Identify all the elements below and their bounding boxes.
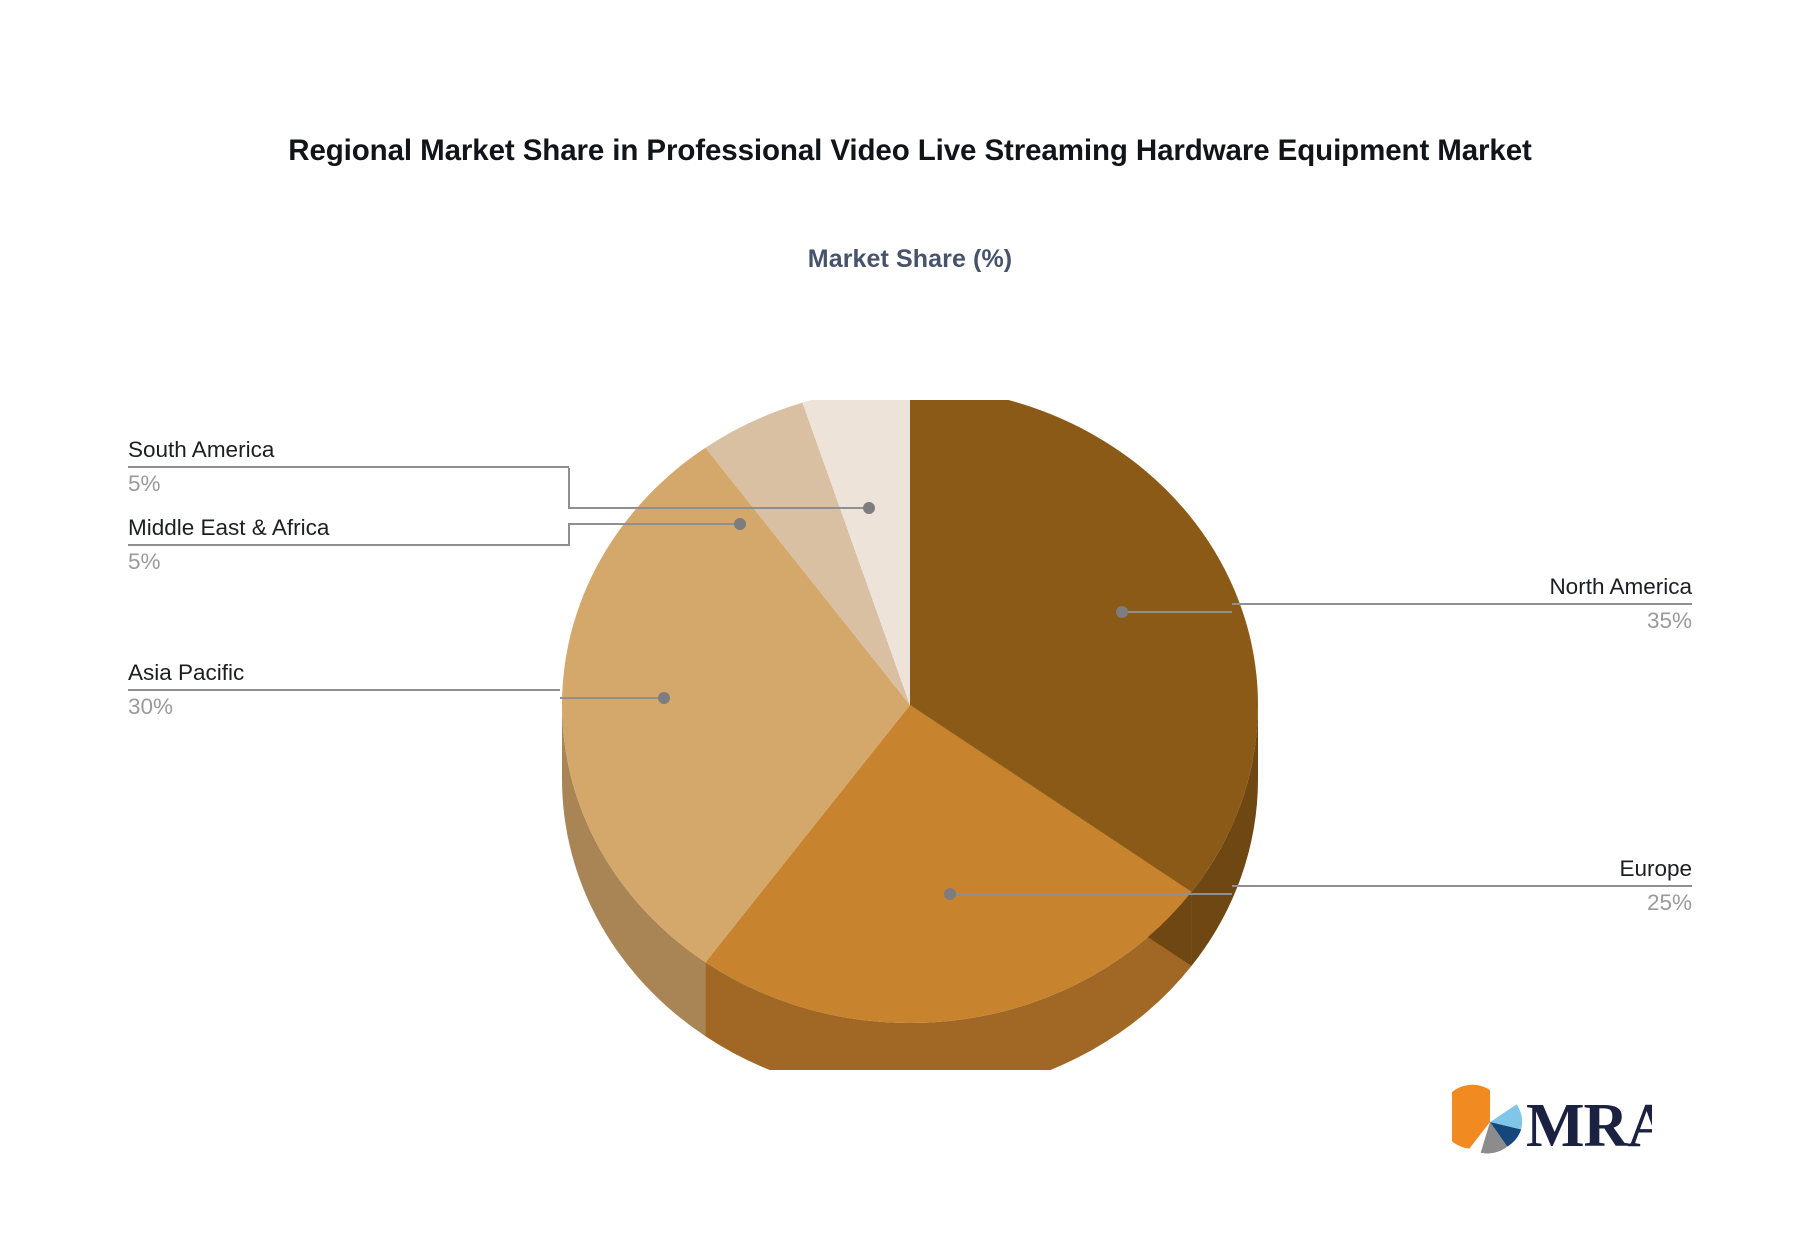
- mra-logo-wordmark: MRA: [1526, 1092, 1652, 1160]
- callout-value-north-america: 35%: [1646, 608, 1692, 634]
- callout-rule-asia-pacific: [128, 689, 560, 692]
- pie-top-face: [562, 400, 1258, 1023]
- callout-middle-east-africa: Middle East & Africa 5%: [128, 515, 569, 576]
- mra-logo-svg: MRA: [1440, 1084, 1673, 1160]
- pie-side-0: [1191, 705, 1258, 966]
- callout-north-america: North America 35%: [1232, 574, 1692, 635]
- callout-value-asia-pacific: 30%: [128, 694, 174, 720]
- pie-slice-north-america[interactable]: [910, 400, 1258, 892]
- callout-label-middle-east-africa: Middle East & Africa: [128, 515, 330, 540]
- pie-chart: [560, 400, 1260, 1070]
- pie-slice-europe[interactable]: [705, 705, 1192, 1023]
- pie-slice-asia-pacific[interactable]: [562, 447, 910, 963]
- pie-side-2: [562, 705, 706, 1037]
- callout-label-north-america: North America: [1549, 574, 1692, 599]
- callout-rule-middle-east-africa: [128, 544, 569, 547]
- callout-value-middle-east-africa: 5%: [128, 549, 161, 575]
- chart-title: Regional Market Share in Professional Vi…: [288, 134, 1532, 167]
- pie-side-1: [705, 891, 1192, 1070]
- chart-subtitle: Market Share (%): [807, 245, 1013, 273]
- callout-south-america: South America 5%: [128, 437, 569, 498]
- mra-logo: MRA: [1440, 1082, 1673, 1162]
- callout-label-south-america: South America: [128, 437, 275, 462]
- callout-label-asia-pacific: Asia Pacific: [128, 660, 245, 685]
- callout-asia-pacific: Asia Pacific 30%: [128, 660, 560, 721]
- callout-rule-europe: [1232, 885, 1692, 888]
- callout-label-europe: Europe: [1619, 856, 1692, 881]
- callout-europe: Europe 25%: [1232, 856, 1692, 917]
- callout-value-south-america: 5%: [128, 471, 161, 497]
- callout-value-europe: 25%: [1646, 890, 1692, 916]
- mra-logo-pie-icon: [1440, 1084, 1523, 1154]
- callout-rule-north-america: [1232, 603, 1692, 606]
- callout-rule-south-america: [128, 466, 569, 469]
- pie-svg: [562, 400, 1258, 1070]
